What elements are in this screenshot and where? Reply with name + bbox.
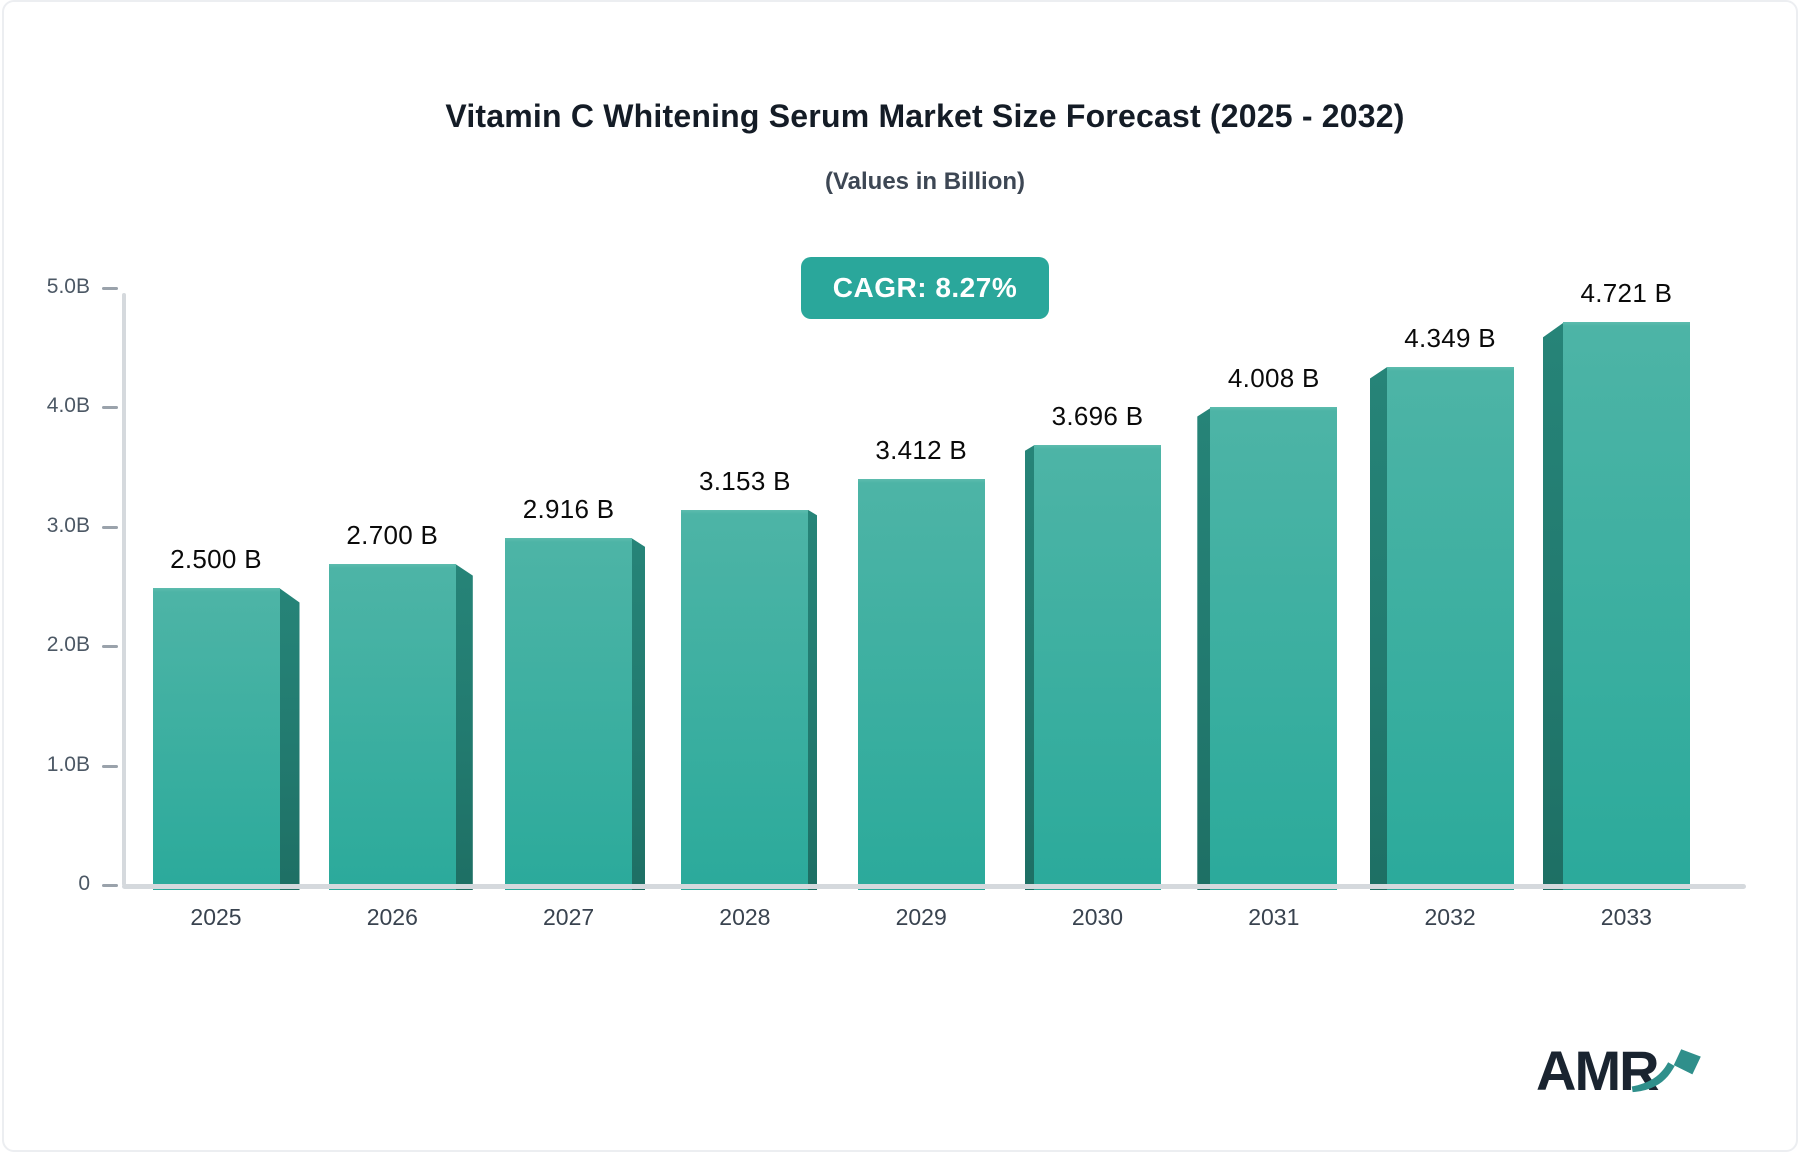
bar-2030 [1034, 444, 1161, 890]
bar-value-label: 2.700 B [346, 519, 439, 550]
bar-value-label: 3.153 B [699, 465, 791, 496]
bar-value-label: 4.008 B [1227, 363, 1320, 394]
bar-side-face [1197, 407, 1212, 890]
x-axis-label-2027: 2027 [543, 904, 595, 930]
chart-title: Vitamin C Whitening Serum Market Size Fo… [445, 98, 1405, 134]
x-axis-label-2029: 2029 [895, 904, 947, 930]
x-axis-label-2030: 2030 [1071, 904, 1124, 930]
bar-side-face [1369, 366, 1388, 890]
bar-2032 [1386, 366, 1514, 890]
bar-side-face [807, 509, 818, 890]
x-axis-label-2032: 2032 [1424, 904, 1476, 930]
x-axis-label-2031: 2031 [1248, 904, 1300, 930]
bar-2029 [857, 478, 985, 890]
amr-logo-text: AMR [1536, 1039, 1660, 1102]
bar-side-face [278, 587, 300, 890]
bar-value-label: 2.500 B [170, 543, 262, 574]
y-tick-label: 2.0B [46, 633, 90, 657]
y-tick-mark [102, 764, 118, 768]
x-axis-label-2028: 2028 [719, 904, 771, 930]
x-axis-label-2025: 2025 [190, 904, 242, 930]
bar-side-face [1025, 444, 1035, 890]
cagr-badge-row: CAGR: 8.27% [64, 257, 1786, 319]
y-tick-label: 3.0B [46, 513, 90, 537]
bar-2026 [328, 563, 456, 890]
y-tick-label: 1.0B [46, 752, 90, 776]
bar-2033 [1562, 322, 1690, 890]
bar-2031 [1210, 407, 1338, 890]
y-tick-label: 5.0B [46, 275, 90, 298]
y-tick-mark [102, 884, 118, 887]
y-tick-mark [102, 406, 118, 410]
bar-2027 [505, 537, 633, 890]
bar-2028 [681, 509, 809, 890]
bar-side-face [454, 563, 473, 890]
bar-value-label: 3.696 B [1051, 400, 1144, 431]
chart-subtitle: (Values in Billion) [824, 168, 1026, 195]
cagr-badge: CAGR: 8.27% [800, 257, 1050, 319]
amr-logo: AMR [1536, 1038, 1756, 1134]
bar-chart-plot: 5.0B 4.0B 3.0B 2.0B 1.0B 0 2.500 B 2025 2.700 B 2… [4, 2, 1796, 1150]
bar-side-face [1542, 322, 1564, 890]
x-axis-label-2026: 2026 [366, 904, 418, 930]
bar-2025 [152, 587, 280, 890]
bar-value-label: 3.412 B [875, 434, 968, 465]
growth-arrow-icon [1631, 1049, 1701, 1093]
x-axis-line [122, 884, 1746, 889]
x-axis-label-2033: 2033 [1600, 904, 1652, 930]
y-tick-mark [102, 525, 118, 529]
y-tick-mark [102, 645, 118, 649]
y-axis-line [122, 293, 126, 886]
bar-value-label: 4.349 B [1404, 322, 1496, 353]
y-tick-label: 0 [78, 872, 90, 895]
bar-value-label: 2.916 B [522, 493, 615, 524]
y-tick-mark [102, 287, 118, 290]
y-tick-label: 4.0B [46, 394, 90, 418]
bar-value-label: 4.721 B [1580, 278, 1673, 309]
bar-side-face [631, 537, 646, 890]
